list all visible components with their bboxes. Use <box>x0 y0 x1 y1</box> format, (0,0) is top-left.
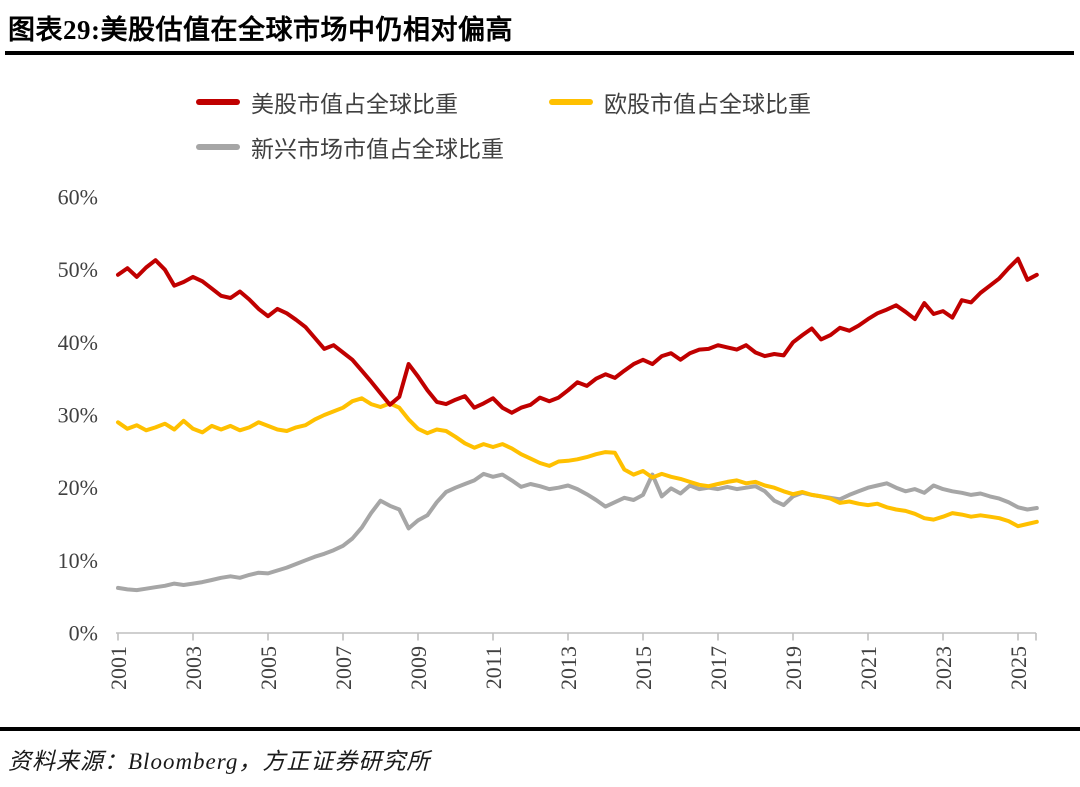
y-tick-label: 20% <box>58 475 98 500</box>
x-tick-label: 2023 <box>931 646 956 690</box>
line-chart: 0% 10% 20% 30% 40% 50% 60% 2001 2003 2005 2007 2009… <box>58 185 1039 690</box>
legend-label-emerging: 新兴市场市值占全球比重 <box>251 137 504 162</box>
y-tick-label: 50% <box>58 257 98 282</box>
x-tick-label: 2003 <box>181 646 206 690</box>
x-axis-ticks <box>117 633 1037 641</box>
x-tick-label: 2017 <box>706 646 731 690</box>
x-tick-label: 2007 <box>331 646 356 690</box>
figure-title: 图表29:美股估值在全球市场中仍相对偏高 <box>8 15 513 45</box>
series-line-us <box>116 256 1039 415</box>
legend-line-swatch-europe <box>549 99 593 105</box>
x-tick-label: 2015 <box>631 646 656 690</box>
legend-line-swatch-emerging <box>196 144 240 150</box>
x-tick-label: 2021 <box>856 646 881 690</box>
x-tick-label: 2011 <box>481 646 506 689</box>
legend-item-europe: 欧股市值占全球比重 <box>549 88 811 117</box>
legend-label-us: 美股市值占全球比重 <box>251 92 458 117</box>
series-line-europe <box>116 396 1039 529</box>
legend-item-us: 美股市值占全球比重 <box>196 88 458 117</box>
footer-rule <box>0 727 1080 731</box>
x-tick-label: 2009 <box>406 646 431 690</box>
x-tick-label: 2005 <box>256 646 281 690</box>
legend-line-swatch-us <box>196 99 240 105</box>
series-line-emerging <box>116 471 1039 593</box>
x-tick-label: 2001 <box>106 646 131 690</box>
x-tick-label: 2019 <box>781 646 806 690</box>
y-tick-label: 30% <box>58 403 98 428</box>
y-tick-label: 0% <box>69 621 98 646</box>
title-underline-rule <box>5 51 1074 55</box>
y-tick-label: 40% <box>58 330 98 355</box>
x-tick-label: 2025 <box>1006 646 1031 690</box>
y-tick-label: 10% <box>58 548 98 573</box>
y-tick-label: 60% <box>58 185 98 210</box>
legend-label-europe: 欧股市值占全球比重 <box>604 92 811 117</box>
legend-item-emerging: 新兴市场市值占全球比重 <box>196 133 504 162</box>
source-note: 资料来源：Bloomberg，方正证券研究所 <box>8 749 431 774</box>
x-tick-label: 2013 <box>556 646 581 690</box>
